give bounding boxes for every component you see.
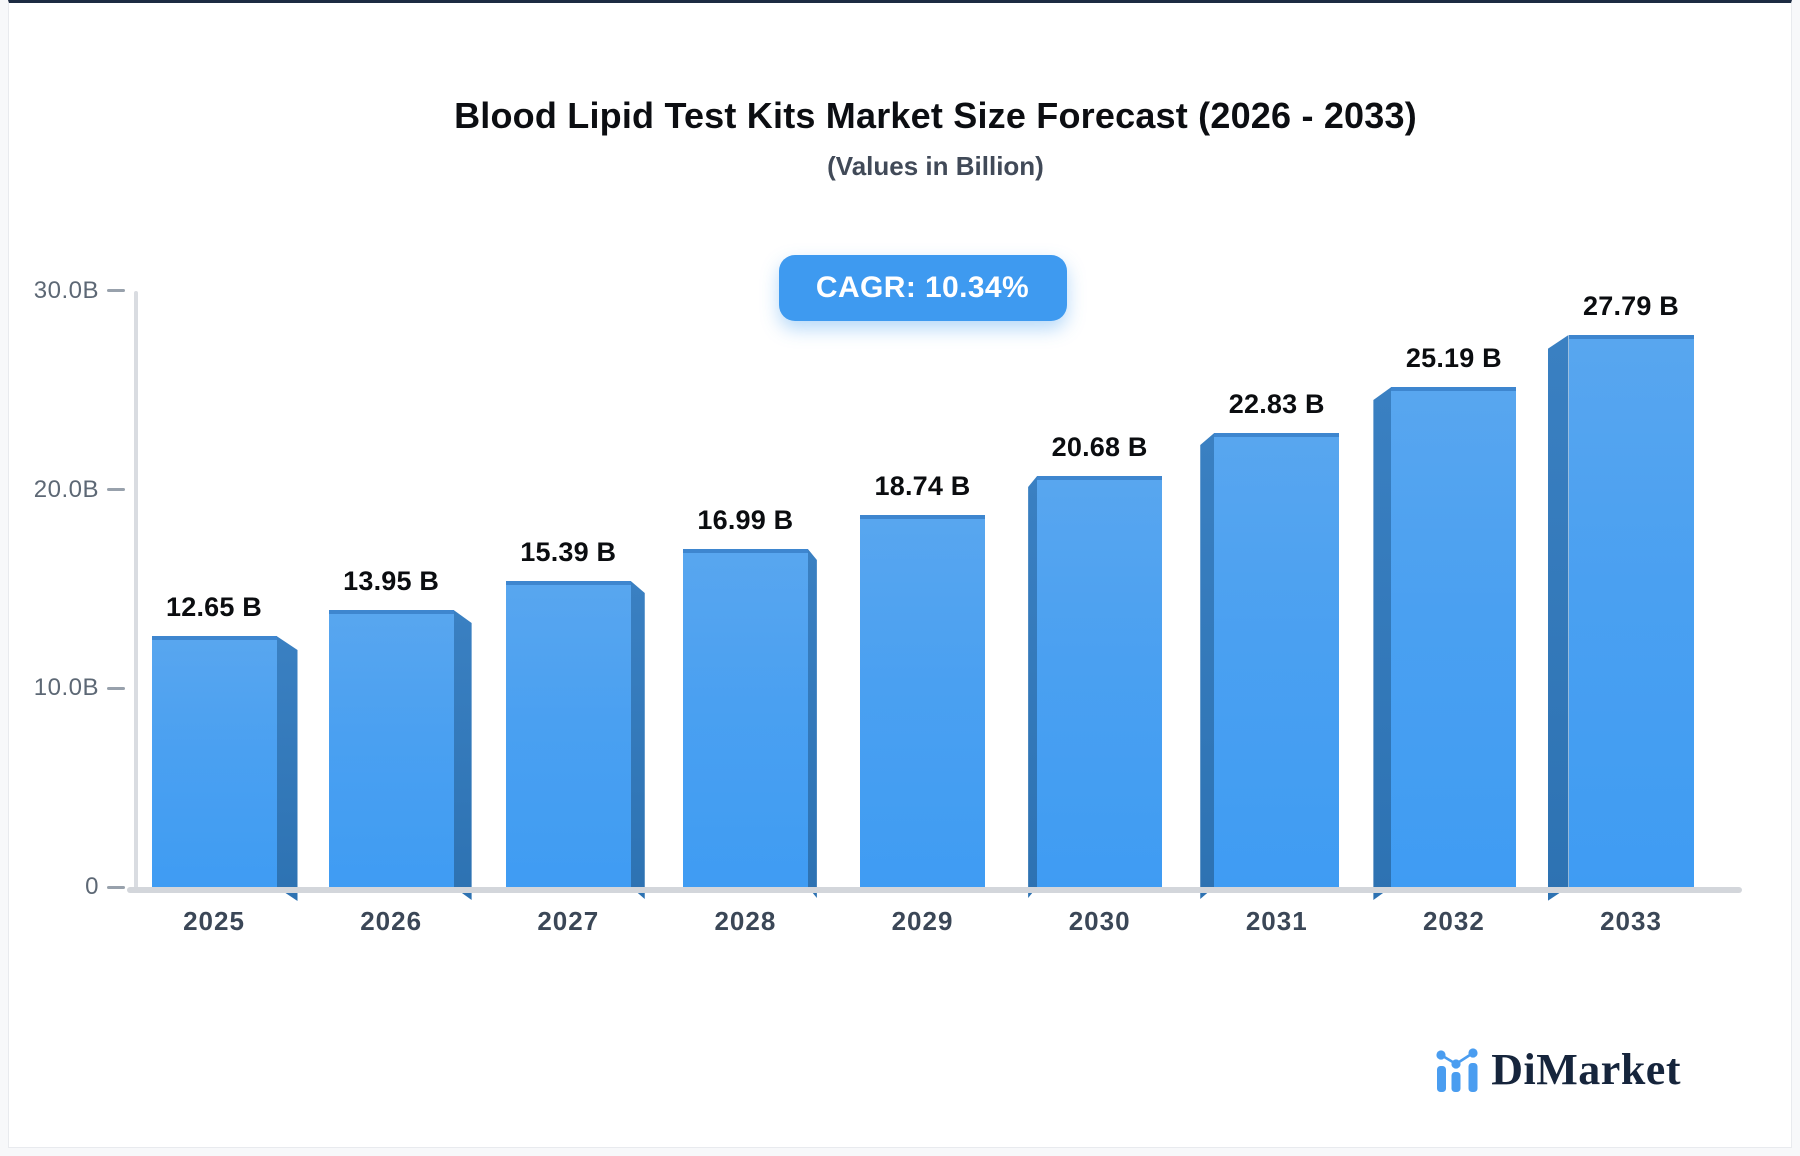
brand-logo: DiMarket	[1435, 1043, 1681, 1095]
bar-value-label-2025: 12.65 B	[166, 592, 262, 622]
y-axis-tick-10.0B	[107, 686, 125, 690]
x-axis-label-2030: 2030	[1068, 906, 1131, 936]
bar-3d-side-2026	[453, 610, 472, 900]
bar-2029	[860, 515, 985, 887]
x-axis-baseline	[127, 887, 1742, 893]
x-axis-label-2027: 2027	[537, 906, 600, 936]
page-subtitle: (Values in Billion)	[827, 151, 1044, 181]
bar-value-label-2029: 18.74 B	[874, 471, 971, 501]
bar-2025	[151, 636, 277, 887]
bar-2026	[328, 610, 454, 887]
y-axis-tick-0	[107, 885, 125, 889]
x-axis-label-2029: 2029	[891, 906, 954, 936]
bar-value-label-2026: 13.95 B	[343, 566, 440, 596]
bar-value-label-2033: 27.79 B	[1583, 291, 1679, 321]
y-axis-tick-label: 20.0B	[33, 475, 99, 503]
chart-card: Blood Lipid Test Kits Market Size Foreca…	[8, 0, 1792, 1148]
y-axis-tick-label: 0	[85, 873, 99, 900]
bar-value-label-2030: 20.68 B	[1051, 432, 1148, 462]
y-axis-tick-20.0B	[107, 488, 125, 492]
y-axis-tick-30.0B	[107, 289, 125, 293]
x-axis-label-2026: 2026	[360, 906, 423, 936]
y-axis-tick-label: 30.0B	[33, 276, 99, 304]
bar-2032	[1391, 387, 1517, 887]
bar-3d-side-2025	[276, 636, 298, 901]
x-axis-label-2028: 2028	[714, 906, 777, 936]
cagr-badge: CAGR: 10.34%	[778, 255, 1067, 321]
x-axis-label-2025: 2025	[183, 906, 245, 936]
x-axis-label-2032: 2032	[1422, 906, 1485, 936]
bar-3d-side-2031	[1200, 433, 1215, 899]
bar-3d-side-2033	[1547, 335, 1569, 901]
y-axis-tick-label: 10.0B	[33, 674, 99, 702]
bar-2028	[682, 549, 808, 887]
mini-bar-line-chart-icon	[1436, 1048, 1478, 1092]
bar-2027	[505, 581, 631, 887]
bar-3d-side-2028	[807, 549, 817, 898]
x-axis-label-2031: 2031	[1245, 906, 1308, 936]
x-axis-label-2033: 2033	[1600, 906, 1662, 936]
brand-logo-text: DiMarket	[1491, 1044, 1681, 1094]
bar-3d-side-2032	[1373, 387, 1392, 900]
bar-value-label-2031: 22.83 B	[1228, 389, 1325, 419]
y-axis-line	[134, 291, 138, 893]
bar-3d-side-2030	[1028, 476, 1038, 898]
page-title: Blood Lipid Test Kits Market Size Foreca…	[454, 95, 1417, 136]
bar-2033	[1568, 335, 1694, 887]
bar-2031	[1214, 433, 1340, 887]
bar-value-label-2027: 15.39 B	[520, 537, 617, 567]
bar-3d-side-2027	[630, 581, 645, 899]
bar-2030	[1037, 476, 1163, 887]
bar-value-label-2028: 16.99 B	[697, 505, 794, 535]
bar-value-label-2032: 25.19 B	[1405, 343, 1502, 373]
